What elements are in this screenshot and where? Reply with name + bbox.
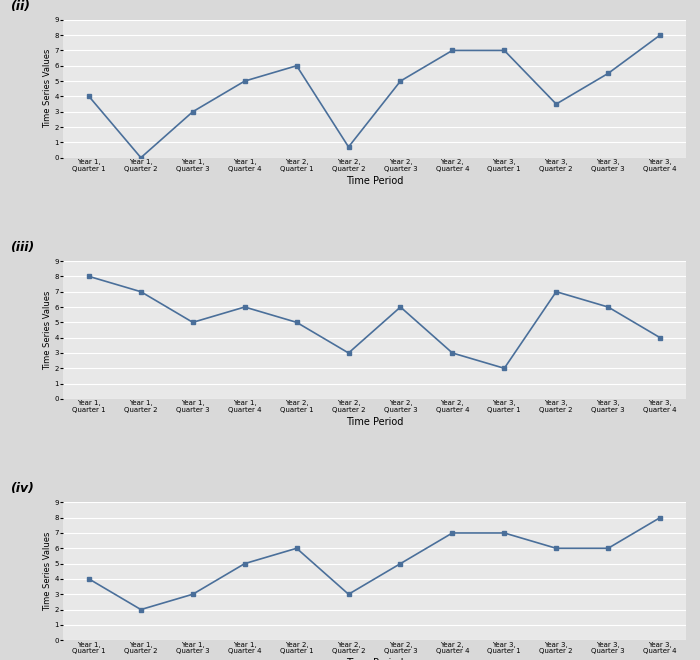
X-axis label: Time Period: Time Period bbox=[346, 176, 403, 185]
X-axis label: Time Period: Time Period bbox=[346, 658, 403, 660]
Y-axis label: Time Series Values: Time Series Values bbox=[43, 531, 52, 611]
Y-axis label: Time Series Values: Time Series Values bbox=[43, 290, 52, 370]
X-axis label: Time Period: Time Period bbox=[346, 417, 403, 427]
Y-axis label: Time Series Values: Time Series Values bbox=[43, 49, 52, 129]
Text: (iii): (iii) bbox=[10, 241, 34, 254]
Text: (iv): (iv) bbox=[10, 482, 34, 496]
Text: (ii): (ii) bbox=[10, 0, 30, 13]
